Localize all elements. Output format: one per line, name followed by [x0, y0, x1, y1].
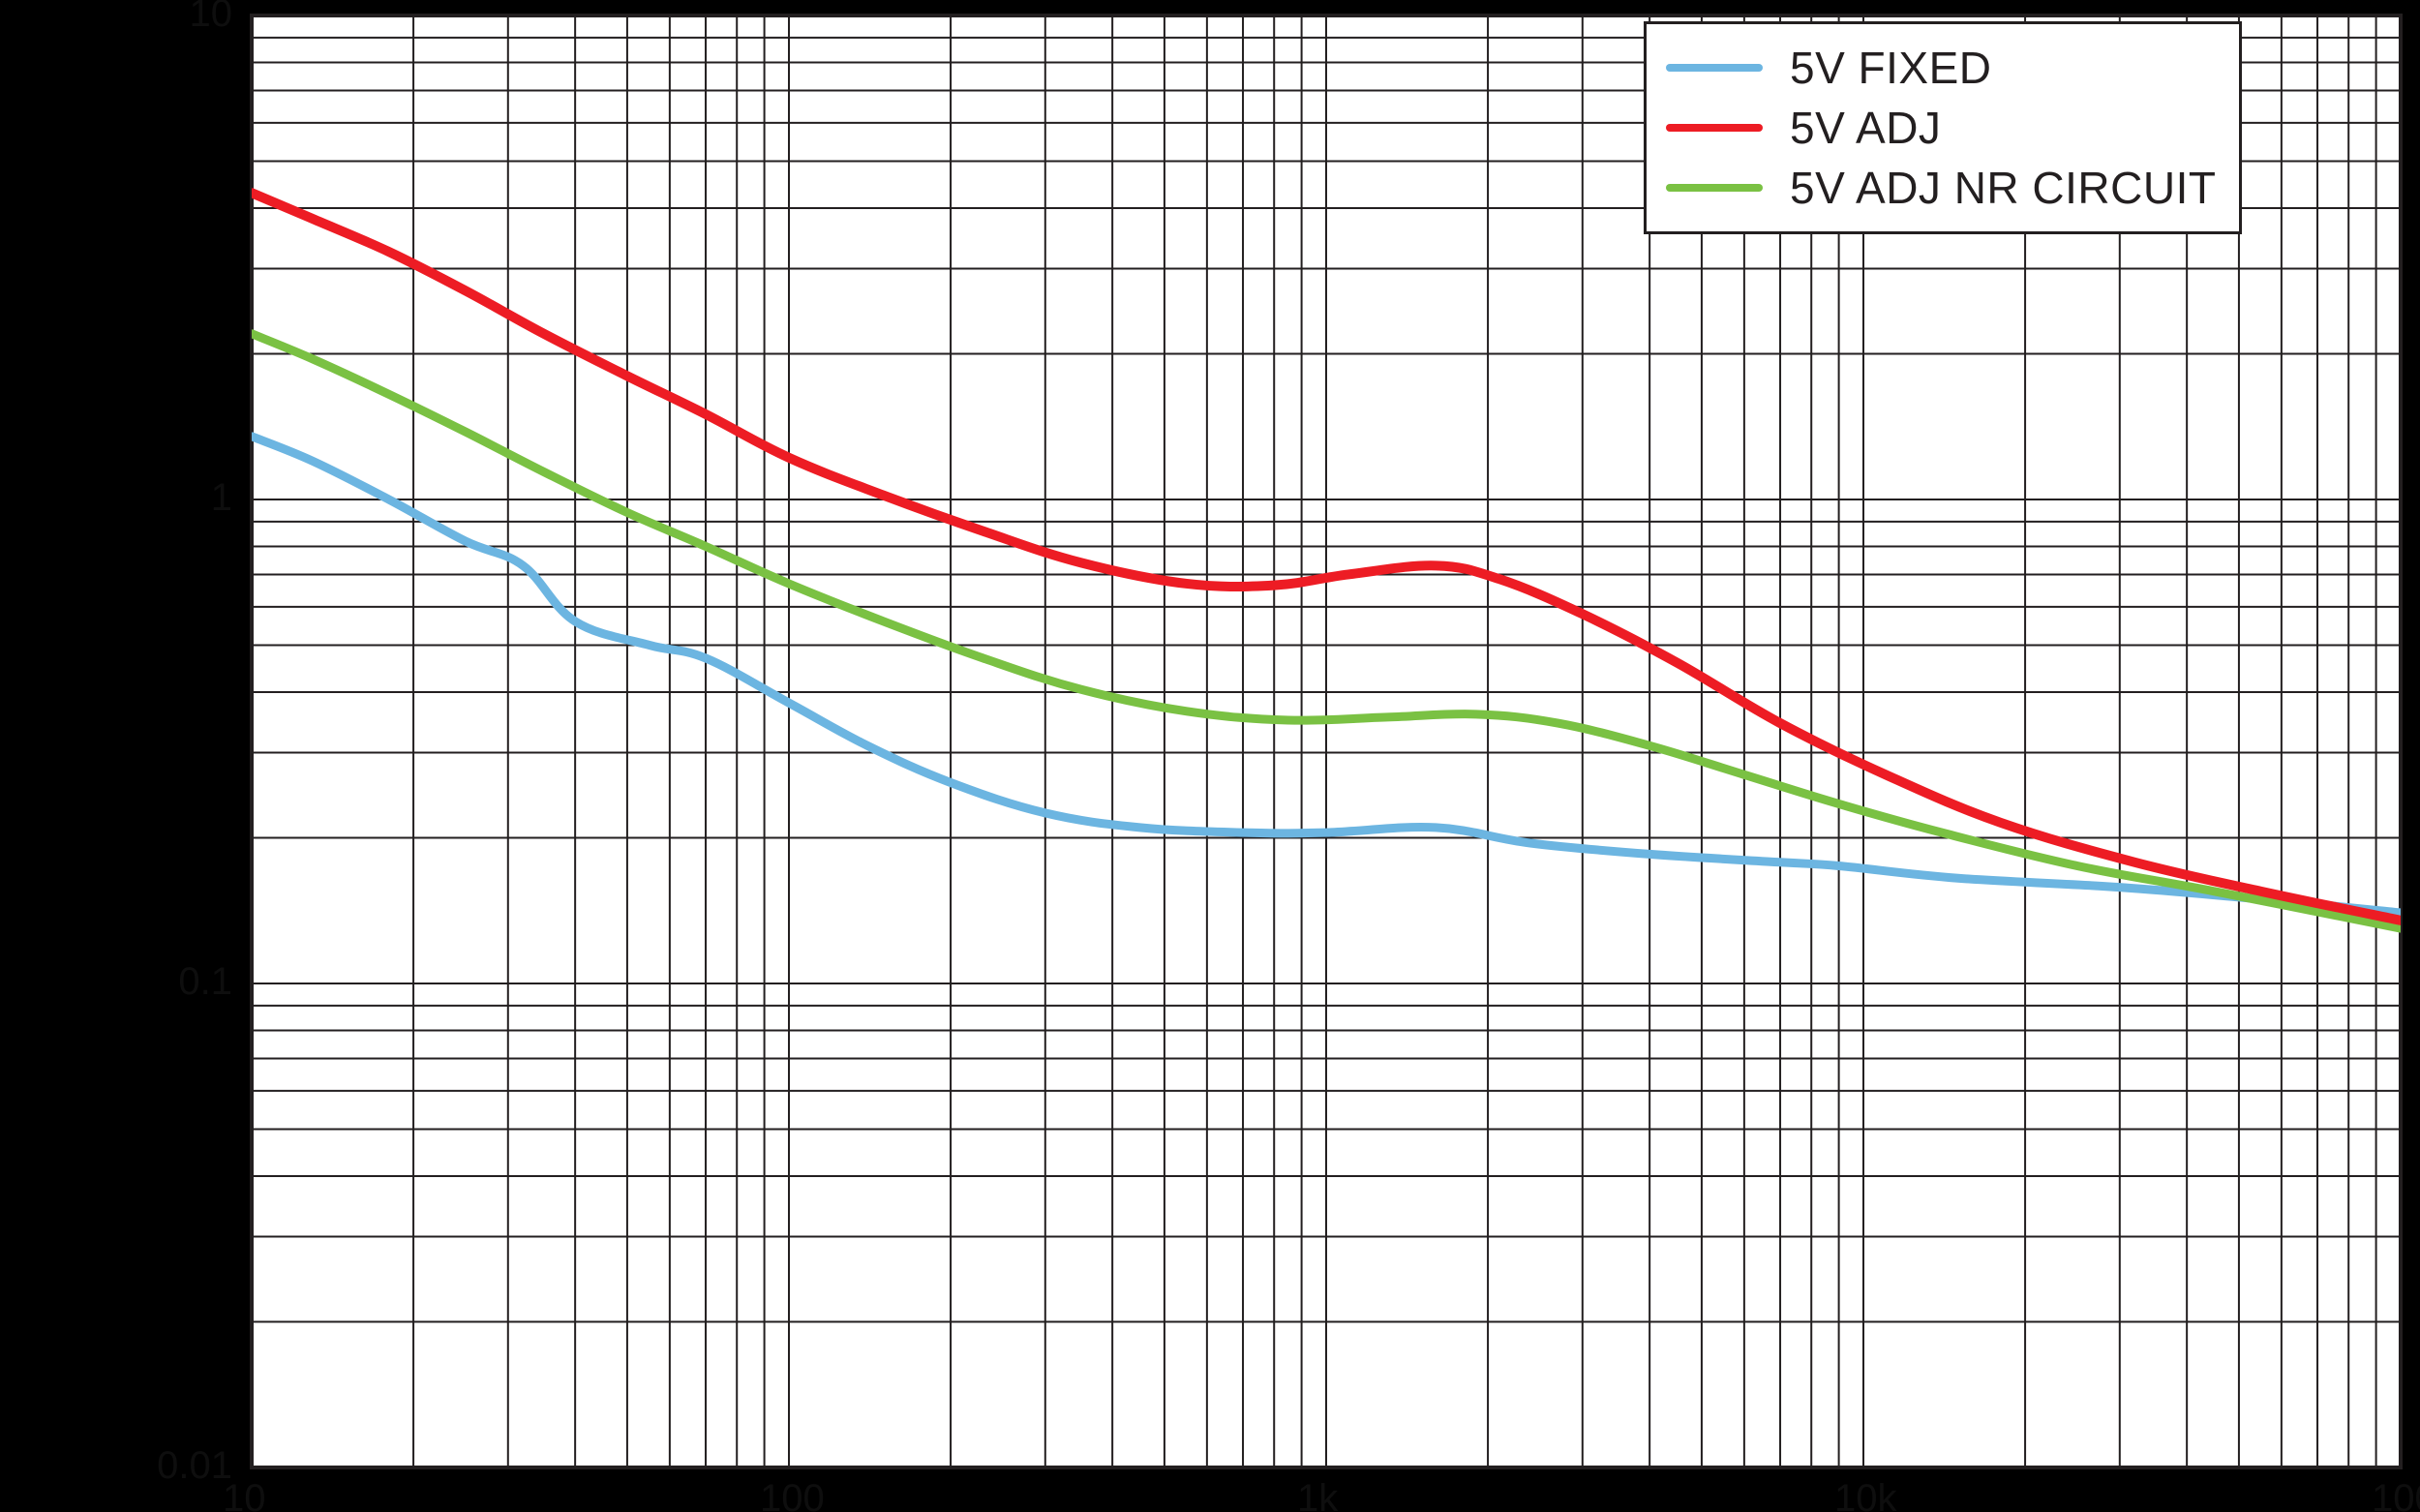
legend-label: 5V ADJ: [1790, 102, 1941, 154]
legend-item: 5V FIXED: [1666, 38, 2216, 98]
y-tick-label: 10: [190, 0, 233, 36]
x-tick-label: 100k: [2372, 1477, 2420, 1512]
legend-label: 5V ADJ NR CIRCUIT: [1790, 162, 2216, 214]
legend-swatch: [1666, 124, 1763, 132]
y-tick-label: 1: [211, 476, 232, 520]
legend-swatch: [1666, 64, 1763, 72]
x-tick-label: 10k: [1834, 1477, 1897, 1512]
legend-item: 5V ADJ: [1666, 98, 2216, 158]
legend-item: 5V ADJ NR CIRCUIT: [1666, 158, 2216, 218]
legend: 5V FIXED 5V ADJ 5V ADJ NR CIRCUIT: [1644, 21, 2242, 234]
y-tick-label: 0.01: [157, 1444, 232, 1488]
legend-label: 5V FIXED: [1790, 42, 1992, 94]
x-tick-label: 100: [760, 1477, 825, 1512]
y-tick-label: 0.1: [178, 960, 232, 1004]
x-tick-label: 10: [223, 1477, 266, 1512]
x-tick-label: 1k: [1297, 1477, 1338, 1512]
legend-swatch: [1666, 184, 1763, 192]
noise-chart: 5V FIXED 5V ADJ 5V ADJ NR CIRCUIT 10 1 0.1 0.…: [0, 0, 2420, 1512]
